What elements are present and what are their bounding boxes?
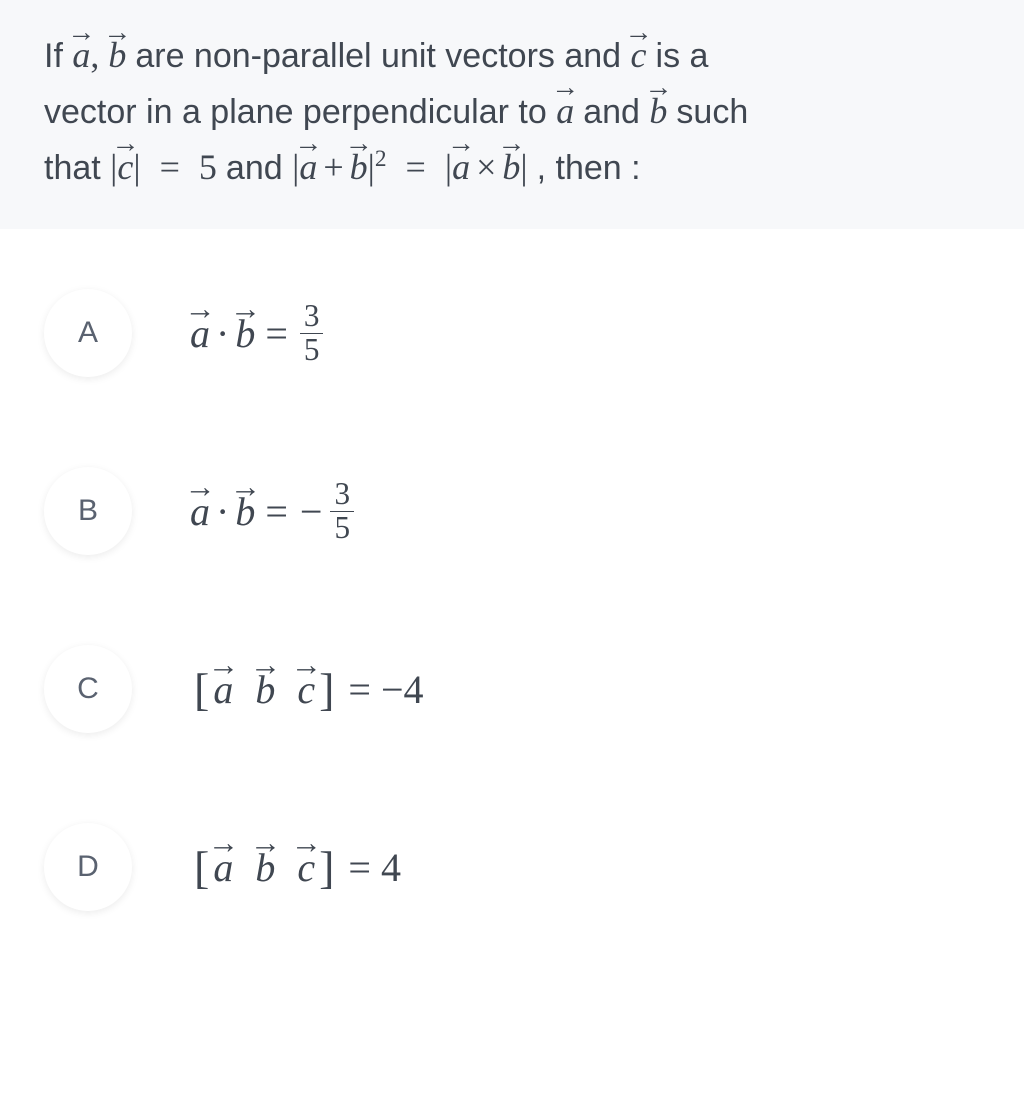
- option-b[interactable]: B a · b = − 3 5: [44, 467, 988, 555]
- q-math: a, b: [72, 35, 135, 75]
- option-d[interactable]: D [ a b c ] = 4: [44, 823, 988, 911]
- dot-op: ·: [216, 488, 229, 535]
- q-math: a: [556, 91, 583, 131]
- question-line-1: If a, b are non-parallel unit vectors an…: [44, 28, 988, 84]
- q-math: |c| = 5: [110, 147, 226, 187]
- numer: 3: [330, 478, 354, 511]
- numer: 3: [300, 300, 324, 333]
- q-text: and: [226, 149, 292, 187]
- squared: 2: [375, 146, 387, 172]
- fraction: 3 5: [330, 478, 354, 545]
- q-text: that: [44, 149, 110, 187]
- dot-op: ·: [216, 310, 229, 357]
- q-text: , then :: [537, 149, 641, 187]
- vec-b: b: [235, 310, 255, 357]
- eq: =: [406, 147, 426, 187]
- vec-a: a: [213, 844, 233, 891]
- vec-b: b: [255, 666, 275, 713]
- eq: =: [265, 488, 288, 535]
- q-math: |a+b|2 = |a×b|: [292, 147, 537, 187]
- minus-sign: −: [300, 488, 323, 535]
- eq: =: [348, 844, 371, 891]
- option-badge: B: [44, 467, 132, 555]
- eq: =: [160, 147, 180, 187]
- vec-a: a: [72, 28, 90, 84]
- vec-a: a: [190, 488, 210, 535]
- option-c[interactable]: C [ a b c ] = −4: [44, 645, 988, 733]
- q-math: b: [649, 91, 676, 131]
- q-text: and: [583, 93, 649, 131]
- vec-c: c: [297, 666, 315, 713]
- vec-b: b: [108, 28, 126, 84]
- option-expression: [ a b c ] = −4: [190, 663, 424, 716]
- vec-c: c: [117, 140, 133, 196]
- vec-b: b: [649, 84, 667, 140]
- denom: 5: [330, 511, 354, 545]
- option-a[interactable]: A a · b = 3 5: [44, 289, 988, 377]
- denom: 5: [300, 333, 324, 367]
- option-expression: a · b = − 3 5: [190, 478, 356, 545]
- vec-a: a: [213, 666, 233, 713]
- vec-a: a: [556, 84, 574, 140]
- eq: =: [265, 310, 288, 357]
- option-badge: D: [44, 823, 132, 911]
- vec-a: a: [299, 140, 317, 196]
- value: −4: [381, 666, 424, 713]
- option-expression: a · b = 3 5: [190, 300, 325, 367]
- q-text: such: [676, 93, 748, 131]
- option-badge: C: [44, 645, 132, 733]
- plus: +: [323, 147, 343, 187]
- option-badge: A: [44, 289, 132, 377]
- fraction: 3 5: [300, 300, 324, 367]
- option-expression: [ a b c ] = 4: [190, 841, 401, 894]
- vec-a: a: [190, 310, 210, 357]
- question-box: If a, b are non-parallel unit vectors an…: [0, 0, 1024, 229]
- times: ×: [476, 147, 496, 187]
- vec-b: b: [502, 140, 520, 196]
- vec-b: b: [350, 140, 368, 196]
- options-list: A a · b = 3 5 B a · b = − 3 5 C [: [0, 229, 1024, 911]
- vec-a: a: [452, 140, 470, 196]
- question-line-3: that |c| = 5 and |a+b|2 = |a×b| , then :: [44, 140, 988, 196]
- vec-b: b: [255, 844, 275, 891]
- vec-b: b: [235, 488, 255, 535]
- value: 4: [381, 844, 401, 891]
- value-5: 5: [199, 147, 217, 187]
- vec-c: c: [297, 844, 315, 891]
- eq: =: [348, 666, 371, 713]
